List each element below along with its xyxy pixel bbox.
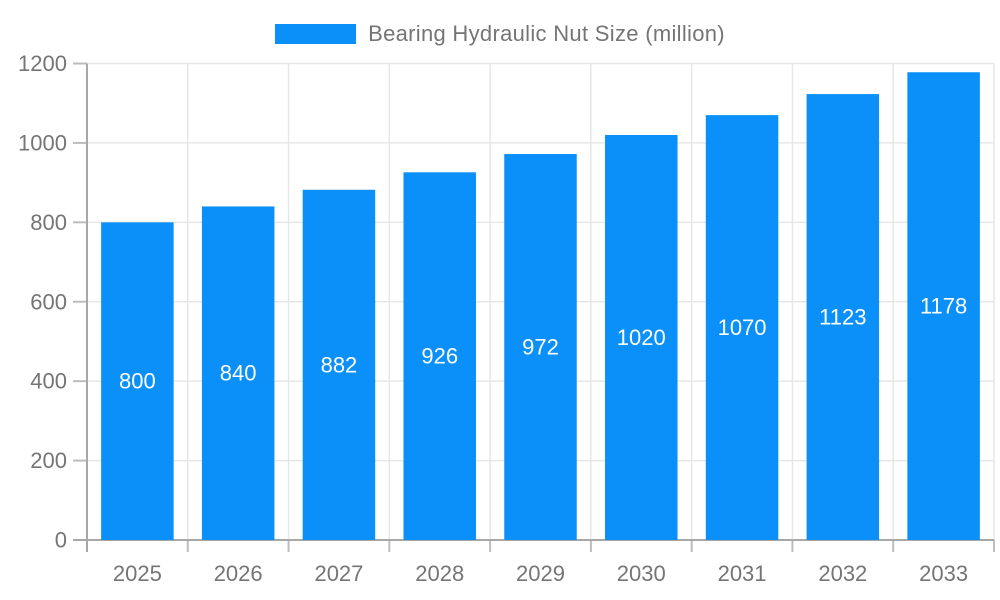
y-axis-label: 200	[30, 448, 67, 473]
bar-value-label: 1178	[920, 294, 967, 319]
legend-swatch-icon	[275, 24, 357, 44]
x-axis-label: 2028	[415, 561, 464, 586]
y-axis-label: 1000	[18, 130, 67, 155]
bar-2026[interactable]	[201, 206, 275, 540]
bar-2030[interactable]	[605, 134, 678, 540]
x-axis-label: 2032	[818, 561, 867, 586]
bar-value-label: 800	[119, 369, 156, 394]
x-axis-label: 2027	[314, 561, 363, 586]
bar-2027[interactable]	[302, 189, 376, 540]
bar-value-label: 972	[522, 335, 559, 360]
bar-value-label: 1020	[617, 325, 666, 350]
x-axis-label: 2033	[919, 561, 968, 586]
y-axis-label: 400	[30, 369, 67, 394]
bar-2029[interactable]	[504, 154, 577, 540]
y-axis-label: 800	[30, 210, 67, 235]
bar-value-label: 840	[220, 361, 257, 386]
bar-value-label: 1123	[819, 305, 866, 330]
y-axis-label: 1200	[18, 51, 67, 76]
y-axis-label: 0	[55, 528, 67, 553]
bar-2028[interactable]	[403, 172, 476, 540]
x-axis-label: 2031	[718, 561, 767, 586]
legend[interactable]: Bearing Hydraulic Nut Size (million)	[0, 21, 1000, 47]
bar-value-label: 882	[321, 352, 358, 377]
y-axis-label: 600	[30, 289, 67, 314]
bar-2033[interactable]	[907, 72, 980, 540]
bar-value-label: 926	[421, 344, 458, 369]
bar-2025[interactable]	[101, 222, 174, 541]
bar-2031[interactable]	[705, 115, 779, 540]
x-axis-label: 2025	[113, 561, 162, 586]
x-axis-label: 2029	[516, 561, 565, 586]
legend-label: Bearing Hydraulic Nut Size (million)	[368, 21, 725, 46]
bar-value-label: 1070	[718, 315, 767, 340]
bar-2032[interactable]	[806, 94, 880, 541]
x-axis-label: 2026	[214, 561, 263, 586]
x-axis-label: 2030	[617, 561, 666, 586]
